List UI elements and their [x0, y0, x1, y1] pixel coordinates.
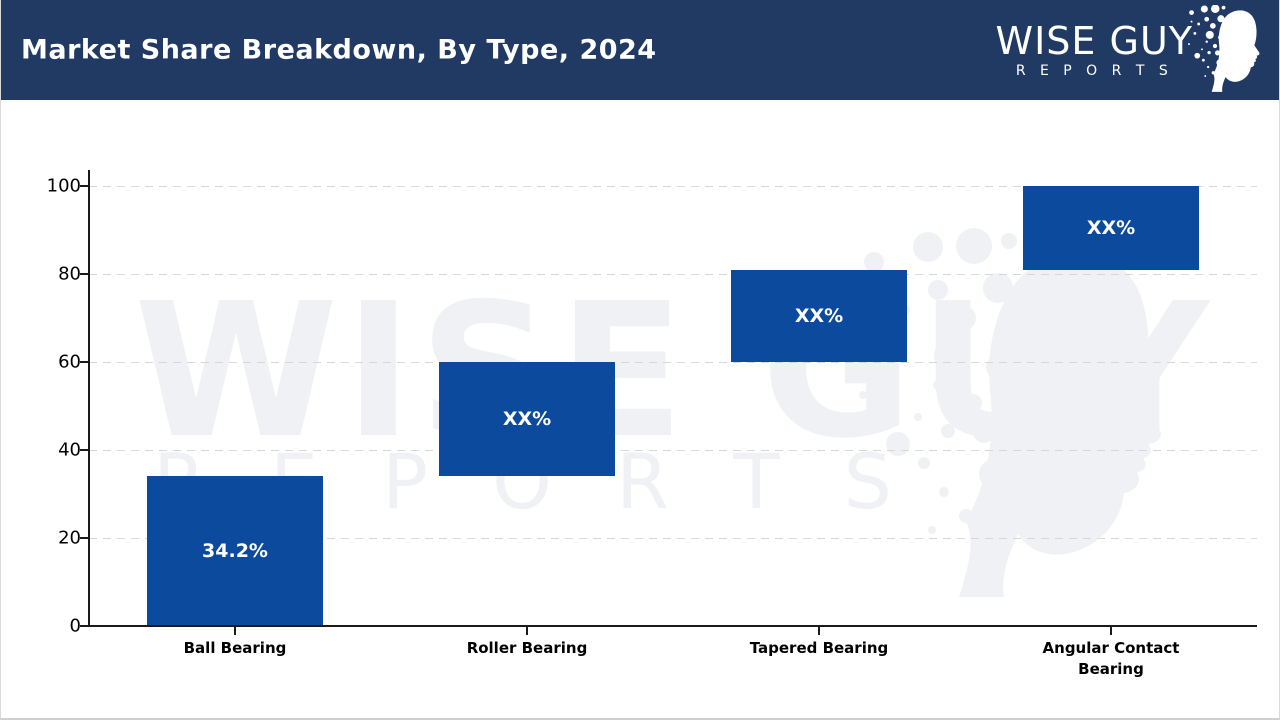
watermark-line1: WISE GUY	[134, 263, 1215, 479]
x-tick-mark	[234, 627, 236, 635]
y-tick-label: 100	[46, 175, 81, 197]
gridline	[89, 186, 1257, 187]
y-tick-label: 20	[58, 527, 81, 549]
x-tick-mark	[818, 627, 820, 635]
bar-value-label: 34.2%	[202, 539, 268, 562]
y-tick-mark	[80, 449, 88, 451]
bar-segment: XX%	[439, 362, 615, 476]
brand-subname: R E P O R T S	[1015, 63, 1173, 79]
brand-logo-text: WISE GUY R E P O R T S	[996, 21, 1193, 79]
chart-area: WISE GUY R E P O R T S 0 20 40 60 80 100 34.2%…	[1, 100, 1279, 718]
x-axis-line	[87, 625, 1257, 627]
bar-value-label: XX%	[502, 407, 552, 430]
y-tick-label: 40	[58, 439, 81, 461]
bar-segment: XX%	[731, 269, 907, 362]
brand-logo: WISE GUY R E P O R T S	[996, 4, 1267, 96]
x-tick-mark	[1110, 627, 1112, 635]
x-category-label: Ball Bearing	[183, 639, 287, 657]
gridline	[89, 274, 1257, 275]
x-category-label: Tapered Bearing	[749, 639, 889, 657]
y-tick-label: 80	[58, 263, 81, 285]
y-axis-line	[88, 170, 90, 627]
y-tick-mark	[80, 185, 88, 187]
y-tick-label: 60	[58, 351, 81, 373]
x-category-label: Roller Bearing	[466, 639, 588, 657]
y-tick-label: 0	[69, 615, 81, 637]
gridline	[89, 450, 1257, 451]
x-tick-mark	[526, 627, 528, 635]
y-tick-mark	[80, 273, 88, 275]
bar-segment: XX%	[1023, 186, 1199, 270]
y-tick-mark	[80, 537, 88, 539]
x-category-label: Angular Contact Bearing	[1042, 639, 1180, 678]
bar-value-label: XX%	[794, 304, 844, 327]
y-tick-mark	[80, 361, 88, 363]
bar-value-label: XX%	[1086, 216, 1136, 239]
brand-name: WISE GUY	[995, 19, 1193, 63]
gridline	[89, 362, 1257, 363]
page-title: Market Share Breakdown, By Type, 2024	[21, 34, 657, 66]
y-tick-mark	[80, 625, 88, 627]
gridline	[89, 538, 1257, 539]
brand-head-icon	[1188, 5, 1260, 92]
header-bar: Market Share Breakdown, By Type, 2024 WI…	[1, 0, 1279, 100]
bar-segment: 34.2%	[147, 475, 323, 626]
